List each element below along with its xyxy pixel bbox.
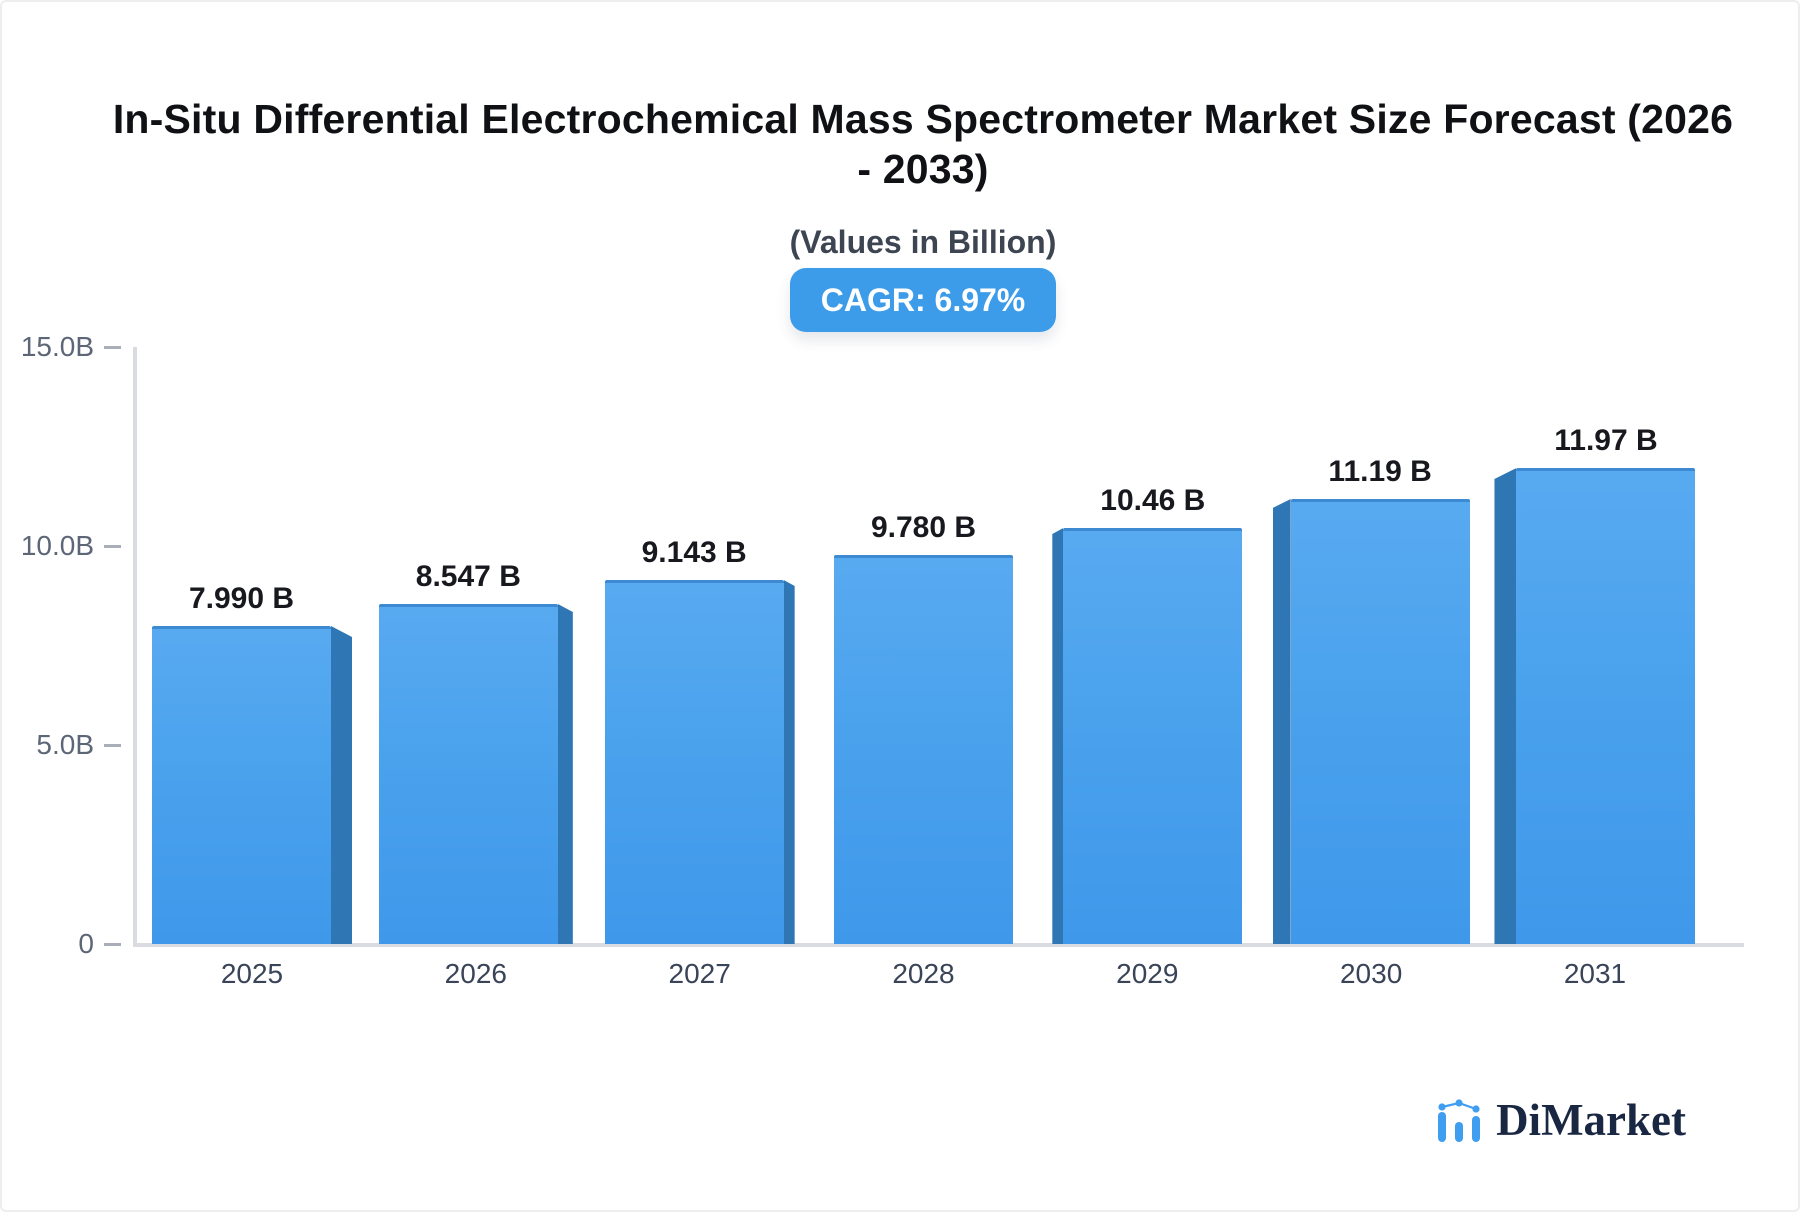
bar-3d-side-2026 [557, 604, 573, 944]
x-axis-label-2029: 2029 [1116, 958, 1179, 989]
bar-3d-side-2030 [1272, 499, 1291, 944]
bar-3d-side-2025 [331, 626, 352, 944]
bar-2025 [152, 626, 331, 944]
bar-2026 [378, 604, 558, 944]
x-axis-label-2031: 2031 [1563, 958, 1627, 989]
x-axis-label-2028: 2028 [892, 958, 955, 989]
bar-value-label-2030: 11.19 B [1328, 455, 1432, 488]
y-axis-label-10.0B: 10.0B [20, 530, 94, 561]
chart-header: In-Situ Differential Electrochemical Mas… [108, 94, 1738, 194]
x-axis-label-2027: 2027 [668, 958, 731, 989]
bar-value-label-2028: 9.780 B [870, 511, 977, 544]
cagr-badge: CAGR: 6.97% [790, 268, 1056, 332]
y-axis-tick-0 [104, 942, 121, 946]
bar-value-label-2025: 7.990 B [188, 582, 295, 615]
y-axis-label-5.0B: 5.0B [36, 729, 94, 760]
x-axis-label-2030: 2030 [1339, 958, 1403, 989]
y-axis-label-15.0B: 15.0B [20, 331, 94, 362]
bar-value-label-2031: 11.97 B [1554, 424, 1658, 457]
cagr-badge-label: CAGR: 6.97% [820, 281, 1026, 318]
bar-chart-logo-icon [1436, 1098, 1483, 1143]
page-title-line-2: - 2033) [857, 146, 989, 192]
y-axis-tick-5.0B [104, 743, 121, 747]
bar-3d-side-2027 [783, 580, 795, 944]
bar-3d-side-2031 [1494, 468, 1517, 944]
y-axis-line [133, 347, 137, 945]
x-axis-label-2026: 2026 [444, 958, 507, 989]
x-axis-label-2025: 2025 [220, 958, 284, 989]
bar-value-label-2029: 10.46 B [1100, 484, 1206, 517]
y-axis-tick-15.0B [104, 345, 121, 349]
bar-value-label-2026: 8.547 B [415, 560, 521, 593]
bar-2027 [604, 580, 784, 944]
bar-2031 [1516, 468, 1696, 944]
bar-3d-side-2029 [1052, 528, 1064, 944]
page-title-line-1: In-Situ Differential Electrochemical Mas… [112, 96, 1734, 142]
brand-logo-text: DiMarket [1496, 1095, 1686, 1145]
chart-subtitle: (Values in Billion) [789, 224, 1057, 260]
bar-2028 [833, 555, 1013, 944]
y-axis-tick-10.0B [104, 544, 121, 548]
brand-logo: DiMarket [1436, 1096, 1686, 1144]
bar-2029 [1063, 528, 1243, 944]
y-axis-label-0: 0 [78, 928, 94, 959]
bar-2030 [1290, 499, 1470, 944]
bar-value-label-2027: 9.143 B [641, 536, 747, 569]
x-axis-baseline [133, 943, 1744, 947]
